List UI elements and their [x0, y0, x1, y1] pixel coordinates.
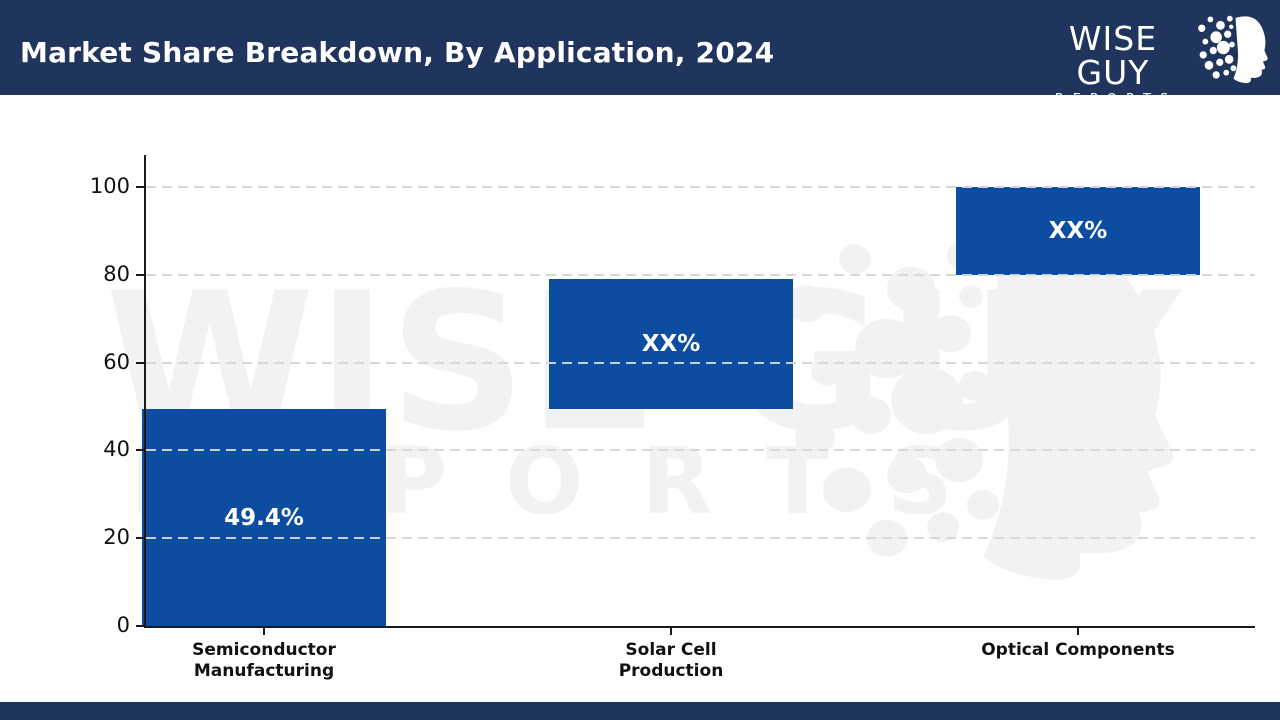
ytick-label-100: 100	[89, 174, 130, 198]
ytick-100	[136, 186, 145, 188]
xcat-label-line: Solar Cell	[625, 640, 717, 660]
gridline-100	[146, 186, 1255, 188]
logo-head-icon	[1198, 15, 1268, 84]
bar-value-label-solar-cell-production: XX%	[641, 331, 701, 358]
bar-value-label-optical-components: XX%	[1048, 217, 1108, 244]
ytick-80	[136, 273, 145, 276]
gridline-80	[146, 273, 1255, 276]
page-title: Market Share Breakdown, By Application, …	[20, 36, 775, 69]
xtick-2	[1077, 626, 1079, 635]
footer-bar	[0, 702, 1280, 720]
ytick-label-0: 0	[116, 613, 130, 637]
logo-reports-text: REPORTS	[1054, 92, 1178, 107]
logo-wiseguy-text: WISE GUY	[1068, 19, 1158, 92]
bar-semiconductor-manufacturing: 49.4%	[142, 409, 386, 626]
header-bar: Market Share Breakdown, By Application, …	[0, 0, 1280, 107]
ytick-label-60: 60	[103, 349, 130, 374]
logo-text: WISE GUY REPORTS	[1028, 19, 1198, 108]
wise-guy-reports-logo: WISE GUY REPORTS	[1028, 8, 1268, 107]
bar-optical-components: XX%	[956, 187, 1200, 275]
x-axis-line	[144, 626, 1255, 628]
xcat-label-line: Semiconductor	[192, 640, 336, 660]
ytick-40	[136, 449, 145, 452]
xtick-1	[670, 626, 672, 635]
ytick-0	[136, 625, 145, 627]
ytick-60	[136, 361, 145, 364]
xtick-0	[263, 626, 265, 635]
ytick-label-20: 20	[103, 525, 130, 550]
xcat-label-opticalcomponents: Optical Components	[918, 640, 1238, 661]
ytick-20	[136, 537, 145, 540]
xcat-label-line: Manufacturing	[193, 661, 335, 681]
gridline-20	[146, 537, 1255, 540]
bar-solar-cell-production: XX%	[549, 279, 793, 410]
xcat-label-line: Optical Components	[981, 640, 1175, 660]
gridline-60	[146, 361, 1255, 364]
ytick-label-80: 80	[103, 261, 130, 286]
xcat-label-solarcell-production: Solar Cell Production	[511, 640, 831, 682]
ytick-label-40: 40	[103, 437, 130, 462]
y-axis-line	[144, 155, 146, 628]
xcat-label-line: Production	[618, 661, 724, 681]
bar-value-label-semiconductor-manufacturing: 49.4%	[224, 504, 304, 531]
gridline-40	[146, 449, 1255, 452]
xcat-label-semiconductor-manufacturing: Semiconductor Manufacturing	[104, 640, 424, 682]
